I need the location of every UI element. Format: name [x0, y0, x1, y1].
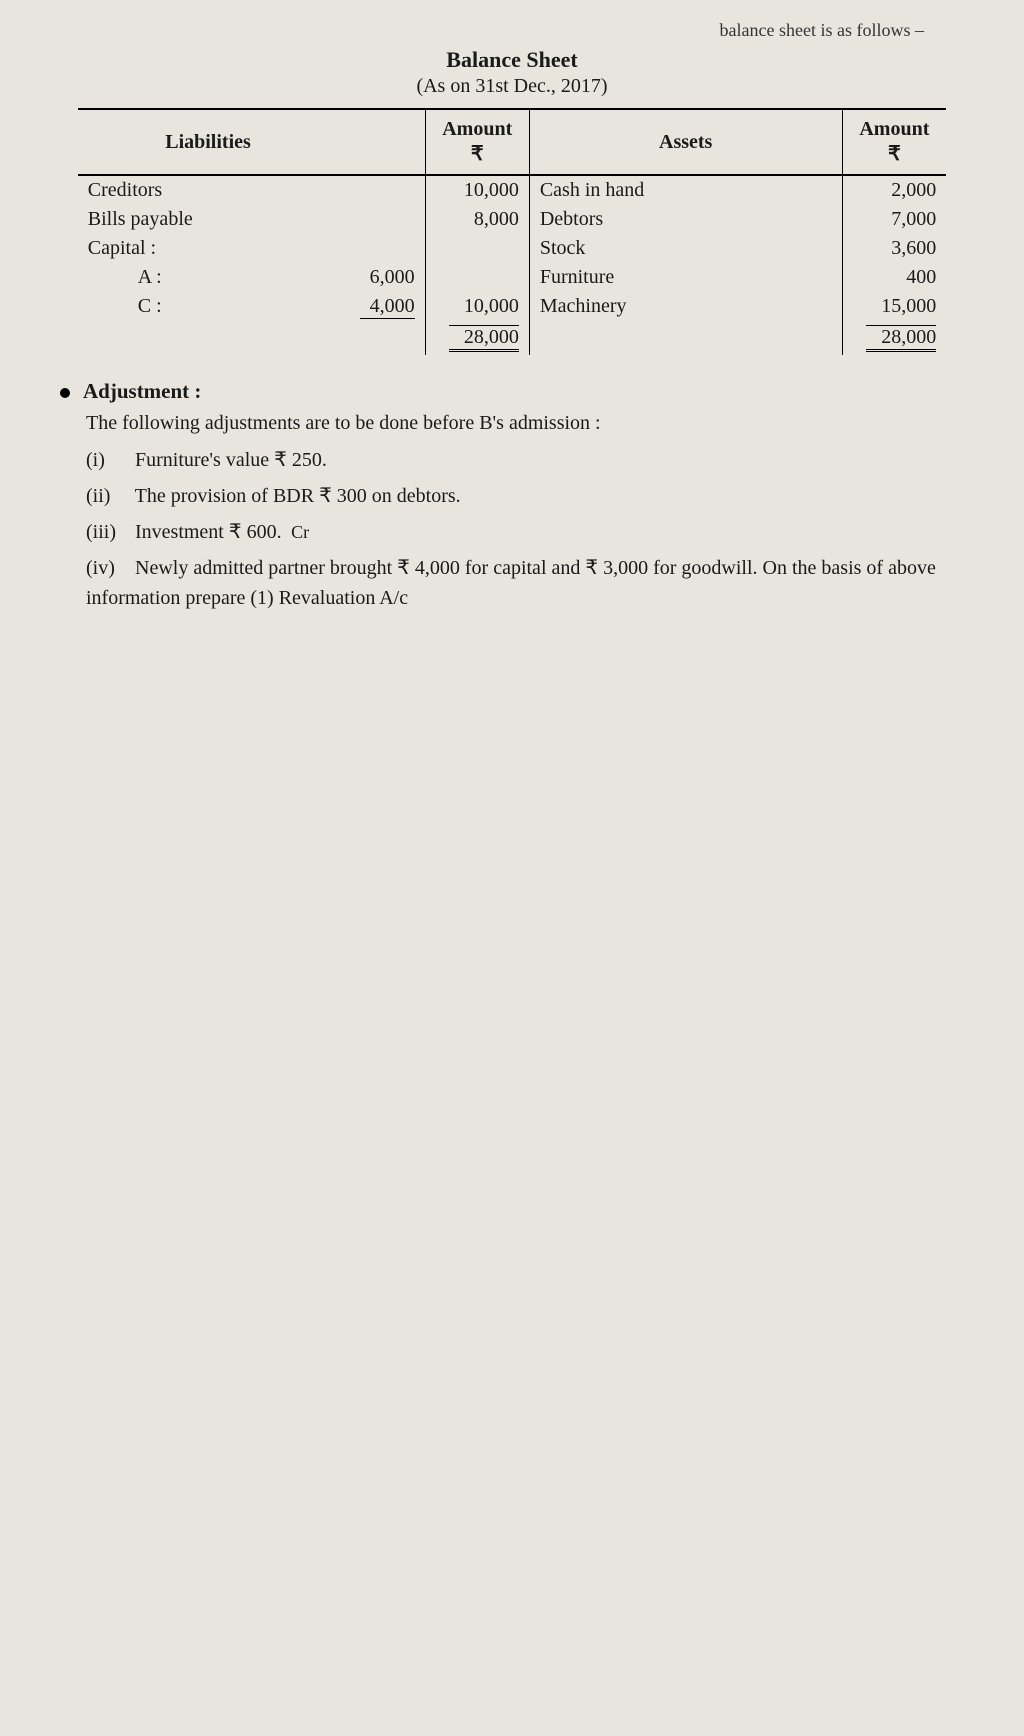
adjustment-text-ii: The provision of BDR ₹ 300 on debtors. [135, 485, 461, 507]
balance-sheet-table: Liabilities Amount ₹ Assets Amount ₹ Cre… [78, 108, 946, 355]
row-1: Creditors 10,000 Cash in hand 2,000 [78, 175, 946, 205]
header-amount-right: Amount ₹ [842, 109, 946, 175]
capital-amount [425, 234, 529, 263]
header-amount-label-r: Amount [859, 118, 929, 140]
balance-sheet-date: (As on 31st Dec., 2017) [40, 75, 984, 98]
roman-iii: (iii) [86, 517, 130, 547]
a-sub: 6,000 [338, 263, 425, 292]
debtors-amount: 7,000 [842, 205, 946, 234]
adjustment-text-iv: Newly admitted partner brought ₹ 4,000 f… [86, 557, 936, 609]
header-amount-label: Amount [442, 118, 512, 140]
a-amount [425, 263, 529, 292]
row-5: C : 4,000 10,000 Machinery 15,000 [78, 292, 946, 322]
capital-label: Capital : [78, 234, 339, 263]
adjustment-list: (i) Furniture's value ₹ 250. (ii) The pr… [86, 445, 984, 613]
furniture-amount: 400 [842, 263, 946, 292]
adjustment-item-iii: (iii) Investment ₹ 600. Cr [86, 517, 984, 547]
handwritten-annotation-i [332, 450, 337, 470]
adjustment-text-i: Furniture's value ₹ 250. [135, 449, 327, 471]
creditors-sub [338, 175, 425, 205]
a-label: A : [78, 263, 339, 292]
c-label: C : [78, 292, 339, 322]
adjustment-item-i: (i) Furniture's value ₹ 250. [86, 445, 984, 475]
bills-label: Bills payable [78, 205, 339, 234]
bills-sub [338, 205, 425, 234]
assets-total: 28,000 [842, 322, 946, 355]
pre-note: balance sheet is as follows – [40, 20, 984, 41]
balance-sheet-title: Balance Sheet [40, 47, 984, 73]
adjustment-item-ii: (ii) The provision of BDR ₹ 300 on debto… [86, 481, 984, 511]
stock-amount: 3,600 [842, 234, 946, 263]
adjustment-block: Adjustment : The following adjustments a… [40, 379, 984, 613]
creditors-label: Creditors [78, 175, 339, 205]
adjustment-text-iii: Investment ₹ 600. [135, 521, 282, 543]
liab-total-value: 28,000 [449, 325, 519, 352]
roman-ii: (ii) [86, 481, 130, 511]
header-currency-left: ₹ [471, 143, 484, 165]
stock-label: Stock [529, 234, 842, 263]
bullet-icon [60, 388, 70, 398]
row-3: Capital : Stock 3,600 [78, 234, 946, 263]
handwritten-annotation-iii: Cr [287, 522, 310, 542]
machinery-label: Machinery [529, 292, 842, 322]
header-currency-right: ₹ [888, 143, 901, 165]
cash-amount: 2,000 [842, 175, 946, 205]
adjustment-item-iv: (iv) Newly admitted partner brought ₹ 4,… [86, 553, 984, 613]
row-total: 28,000 28,000 [78, 322, 946, 355]
machinery-amount: 15,000 [842, 292, 946, 322]
debtors-label: Debtors [529, 205, 842, 234]
creditors-amount: 10,000 [425, 175, 529, 205]
adjustment-heading: Adjustment : [83, 379, 201, 403]
furniture-label: Furniture [529, 263, 842, 292]
header-sub-blank [338, 109, 425, 175]
assets-total-value: 28,000 [866, 325, 936, 352]
c-sub-val: 4,000 [360, 295, 415, 319]
header-assets: Assets [529, 109, 842, 175]
capital-sub [338, 234, 425, 263]
adjustment-heading-row: Adjustment : [60, 379, 984, 404]
header-row: Liabilities Amount ₹ Assets Amount ₹ [78, 109, 946, 175]
cash-label: Cash in hand [529, 175, 842, 205]
c-amount: 10,000 [425, 292, 529, 322]
bills-amount: 8,000 [425, 205, 529, 234]
header-liabilities: Liabilities [78, 109, 339, 175]
header-amount-left: Amount ₹ [425, 109, 529, 175]
row-4: A : 6,000 Furniture 400 [78, 263, 946, 292]
title-block: Balance Sheet (As on 31st Dec., 2017) [40, 47, 984, 98]
roman-i: (i) [86, 445, 130, 475]
adjustment-intro: The following adjustments are to be done… [86, 412, 984, 435]
row-2: Bills payable 8,000 Debtors 7,000 [78, 205, 946, 234]
liab-total: 28,000 [425, 322, 529, 355]
c-sub: 4,000 [338, 292, 425, 322]
roman-iv: (iv) [86, 553, 130, 583]
